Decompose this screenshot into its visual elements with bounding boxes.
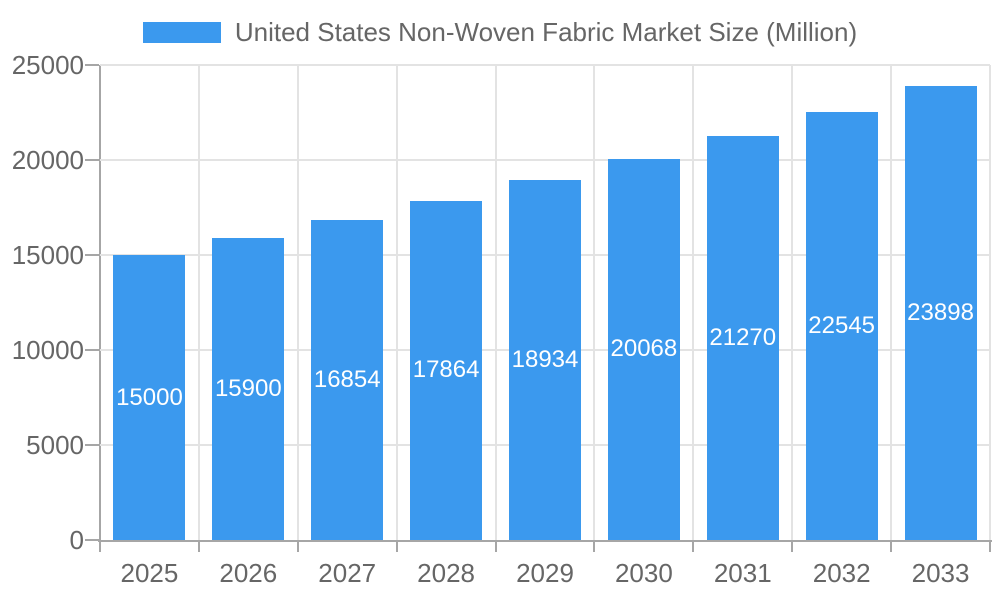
bar[interactable]: 22545 xyxy=(805,111,878,540)
y-axis-label: 10000 xyxy=(11,335,84,365)
x-axis-tick xyxy=(99,542,101,552)
y-axis-tick xyxy=(85,539,99,541)
y-axis-line xyxy=(99,65,101,542)
y-axis-label: 15000 xyxy=(11,240,84,270)
x-axis-label: 2025 xyxy=(120,558,179,588)
plot-area: 15000 15900 16854 17864 18934 20068 21270 22545… xyxy=(100,64,991,540)
bar-value-label: 21270 xyxy=(709,323,777,351)
x-axis-tick xyxy=(791,542,794,552)
bar[interactable]: 20068 xyxy=(607,158,680,540)
x-axis-label: 2031 xyxy=(713,558,772,588)
x-axis-tick xyxy=(197,542,200,552)
gridline-vertical xyxy=(494,65,497,540)
x-axis-label: 2030 xyxy=(614,558,673,588)
x-axis-tick xyxy=(692,542,695,552)
bar-value-label: 15900 xyxy=(214,374,282,402)
x-axis-tick xyxy=(593,542,596,552)
x-axis-tick xyxy=(989,542,991,552)
gridline-vertical xyxy=(989,65,991,540)
gridline-vertical xyxy=(296,65,299,540)
y-axis-tick xyxy=(85,64,99,66)
gridline-horizontal xyxy=(100,64,990,66)
gridline-vertical xyxy=(692,65,695,540)
gridline-vertical xyxy=(593,65,596,540)
gridline-horizontal xyxy=(100,159,990,161)
gridline-vertical xyxy=(395,65,398,540)
y-axis-tick xyxy=(85,254,99,256)
bar-value-label: 20068 xyxy=(610,335,678,363)
bar[interactable]: 18934 xyxy=(509,180,581,540)
x-axis-line xyxy=(98,540,992,542)
bar-value-label: 17864 xyxy=(412,356,480,384)
x-axis-label: 2027 xyxy=(318,558,377,588)
bar[interactable]: 15900 xyxy=(212,237,285,540)
bar-value-label: 16854 xyxy=(313,365,381,393)
x-axis-label: 2033 xyxy=(911,558,970,588)
y-axis-tick xyxy=(85,444,99,446)
legend-label: United States Non-Woven Fabric Market Si… xyxy=(234,16,858,47)
x-axis-tick xyxy=(395,542,398,552)
y-axis-tick xyxy=(85,159,99,161)
bar[interactable]: 15000 xyxy=(113,255,186,540)
x-axis-label: 2032 xyxy=(812,558,871,588)
x-axis-label: 2029 xyxy=(516,558,574,588)
y-axis-label: 5000 xyxy=(26,430,84,460)
x-axis-label: 2026 xyxy=(219,558,278,588)
bar-value-label: 18934 xyxy=(511,346,579,374)
y-axis-label: 25000 xyxy=(11,50,84,80)
legend-item[interactable]: United States Non-Woven Fabric Market Si… xyxy=(0,17,1000,47)
x-axis-tick xyxy=(890,542,893,552)
bar-value-label: 23898 xyxy=(907,298,974,326)
y-axis-label: 0 xyxy=(69,525,84,555)
bar[interactable]: 17864 xyxy=(410,200,483,540)
y-axis-tick xyxy=(85,349,99,351)
legend-swatch xyxy=(142,21,221,43)
bar-value-label: 22545 xyxy=(808,311,876,339)
bar-value-label: 15000 xyxy=(116,383,183,411)
bar[interactable]: 16854 xyxy=(311,219,384,540)
gridline-vertical xyxy=(197,65,200,540)
gridline-vertical xyxy=(890,65,893,540)
bar[interactable]: 21270 xyxy=(706,135,779,540)
y-axis-label: 20000 xyxy=(11,145,84,175)
gridline-vertical xyxy=(791,65,794,540)
x-axis-label: 2028 xyxy=(417,558,476,588)
x-axis-tick xyxy=(494,542,497,552)
x-axis-tick xyxy=(296,542,299,552)
bar[interactable]: 23898 xyxy=(904,85,977,540)
